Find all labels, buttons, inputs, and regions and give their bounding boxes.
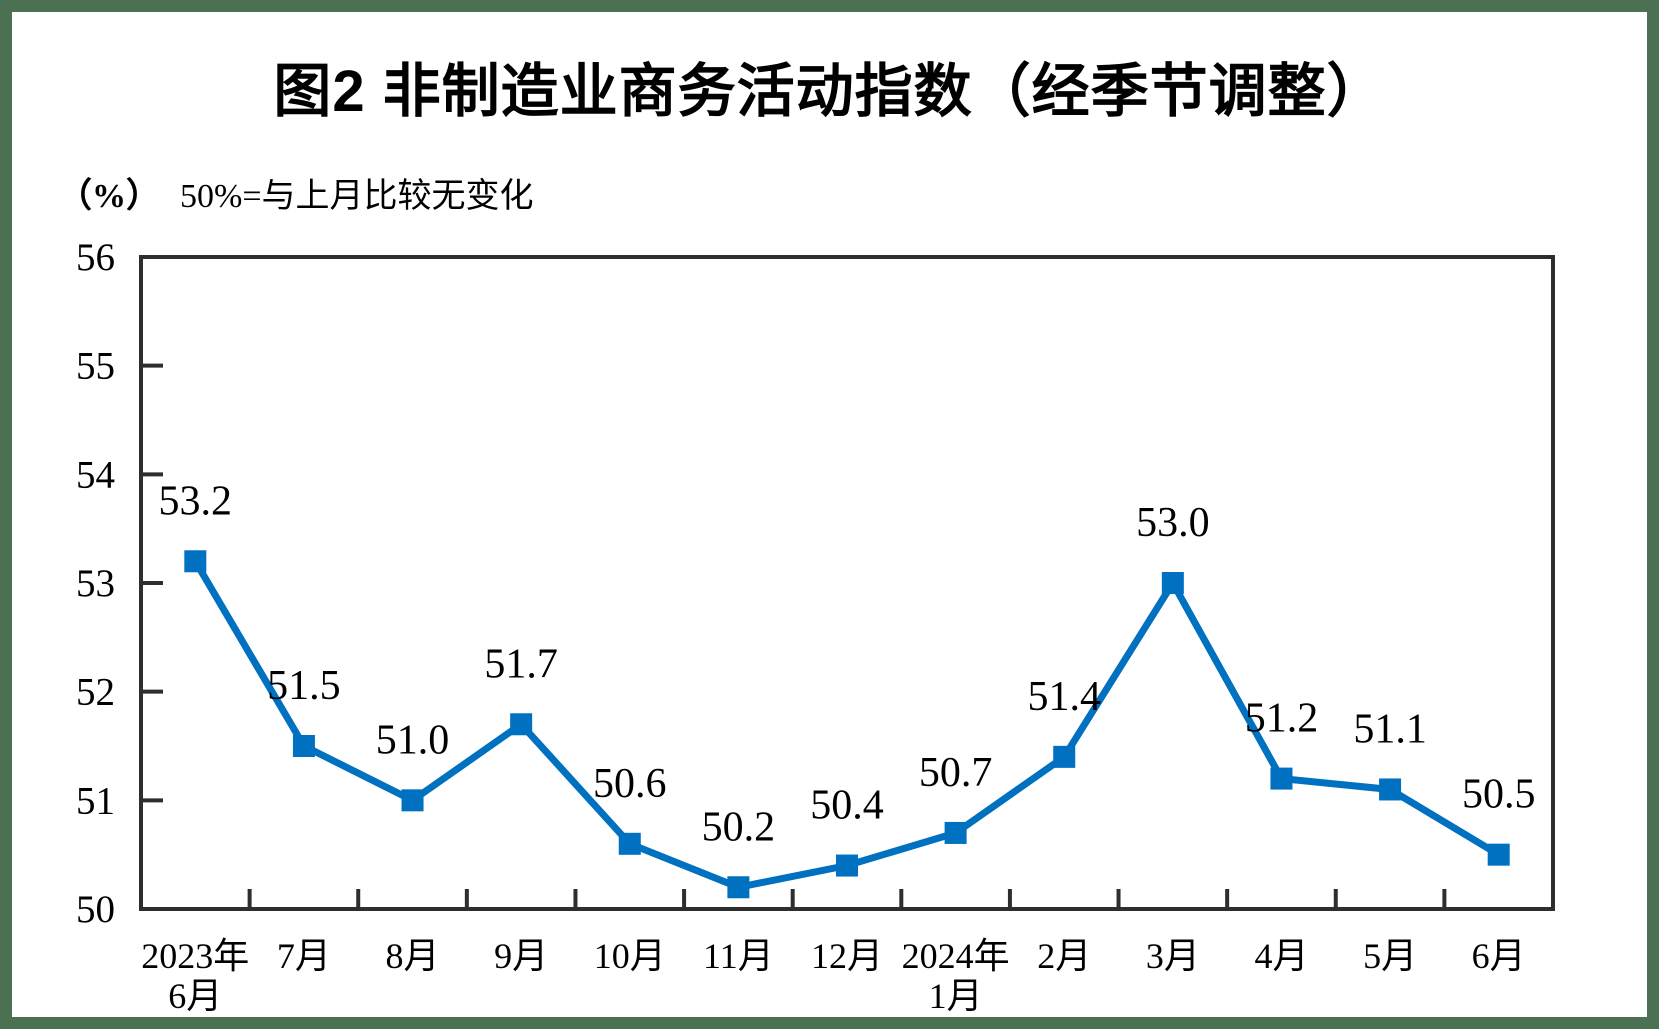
data-point-label: 53.0: [1136, 500, 1210, 546]
data-point-marker: [292, 735, 315, 757]
chart-title: 图2 非制造业商务活动指数（经季节调整）: [273, 59, 1386, 124]
data-point-marker: [944, 821, 967, 844]
y-axis-unit-label: （%）: [58, 178, 160, 215]
y-axis-tick-label: 51: [76, 779, 115, 822]
data-point-marker: [184, 550, 207, 573]
x-axis-tick-label: 7月: [277, 936, 331, 976]
chart-annotation: 50%=与上月比较无变化: [180, 178, 534, 215]
data-point-label: 51.0: [376, 717, 450, 763]
line-chart-canvas: 50 51 52 53 54 55 56 2023年 6月 7月 8月 9月 10月 11月 12月 2024…: [76, 236, 1555, 1016]
x-axis-tick-label: 2024年 1月: [902, 936, 1010, 1016]
x-axis-tick-label: 12月: [811, 936, 883, 976]
data-point-marker: [727, 876, 750, 899]
data-point-marker: [1270, 767, 1293, 790]
data-point-marker: [1053, 745, 1076, 768]
data-point-label: 51.5: [267, 663, 341, 709]
x-axis-tick-label: 3月: [1146, 936, 1200, 976]
data-point-label: 51.2: [1245, 696, 1319, 742]
x-axis-tick-label: 4月: [1254, 936, 1308, 976]
data-point-marker: [1487, 843, 1510, 866]
x-axis-tick-label: 2023年 6月: [141, 936, 249, 1016]
x-axis-tick-label: 2月: [1037, 936, 1091, 976]
x-axis-tick-label: 9月: [494, 936, 548, 976]
y-axis-tick-label: 54: [76, 453, 115, 496]
data-point-label: 50.2: [702, 804, 776, 850]
x-axis-tick-label: 6月: [1472, 936, 1526, 976]
data-point-label: 50.4: [810, 783, 884, 829]
data-point-label: 51.1: [1353, 706, 1427, 752]
y-axis-tick-label: 55: [76, 345, 115, 388]
data-point-marker: [836, 854, 858, 877]
data-point-label: 50.6: [593, 761, 667, 807]
x-axis-tick-label: 11月: [703, 936, 774, 976]
y-axis-tick-label: 56: [76, 236, 115, 279]
data-point-label: 50.7: [919, 750, 993, 796]
y-axis-tick-label: 52: [76, 671, 115, 714]
data-point-label: 51.4: [1027, 674, 1101, 720]
data-point-label: 51.7: [484, 641, 558, 687]
data-point-marker: [510, 713, 533, 736]
data-point-label: 50.5: [1462, 772, 1536, 818]
data-point-marker: [1161, 572, 1184, 594]
data-point-marker: [1379, 778, 1402, 801]
y-axis-tick-label: 53: [76, 562, 115, 605]
x-axis-tick-label: 5月: [1363, 936, 1417, 976]
x-axis-tick-label: 8月: [386, 936, 440, 976]
y-axis-tick-label: 50: [76, 888, 115, 931]
data-point-marker: [401, 789, 424, 812]
data-point-label: 53.2: [159, 478, 233, 524]
x-axis-tick-label: 10月: [594, 936, 666, 976]
plot-area-border: [139, 255, 1555, 911]
data-point-marker: [618, 832, 641, 855]
chart-subtitle-row: （%） 50%=与上月比较无变化: [58, 168, 534, 217]
